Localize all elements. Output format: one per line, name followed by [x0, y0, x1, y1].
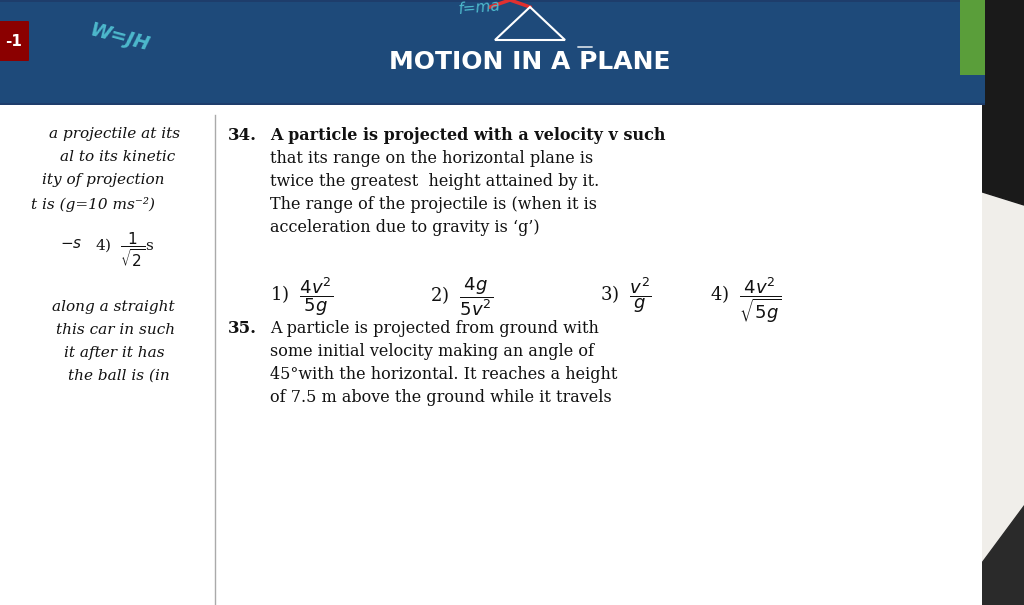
Text: 4)  $\dfrac{1}{\sqrt{2}}$s: 4) $\dfrac{1}{\sqrt{2}}$s — [95, 230, 155, 269]
Text: -1: -1 — [5, 33, 23, 48]
Text: of 7.5 m above the ground while it travels: of 7.5 m above the ground while it trave… — [270, 389, 611, 406]
FancyBboxPatch shape — [0, 33, 982, 605]
Text: 3)  $\dfrac{v^2}{g}$: 3) $\dfrac{v^2}{g}$ — [600, 275, 652, 315]
Text: A particle is projected from ground with: A particle is projected from ground with — [270, 320, 599, 337]
Polygon shape — [961, 0, 1024, 205]
Text: MOTION IN A PLANE: MOTION IN A PLANE — [389, 50, 671, 74]
Text: $-s$: $-s$ — [60, 237, 82, 251]
Text: it after it has: it after it has — [65, 346, 165, 360]
Text: 1)  $\dfrac{4v^2}{5g}$: 1) $\dfrac{4v^2}{5g}$ — [270, 275, 334, 318]
Text: along a straight: along a straight — [52, 300, 175, 314]
Bar — [961, 0, 985, 75]
Text: W=JH: W=JH — [88, 21, 153, 55]
Text: that its range on the horizontal plane is: that its range on the horizontal plane i… — [270, 150, 593, 167]
Text: 35.: 35. — [228, 320, 257, 337]
Text: some initial velocity making an angle of: some initial velocity making an angle of — [270, 343, 594, 360]
Polygon shape — [950, 505, 1024, 605]
Bar — [0, 2, 985, 103]
Text: ity of projection: ity of projection — [43, 173, 165, 187]
Text: acceleration due to gravity is ‘g’): acceleration due to gravity is ‘g’) — [270, 219, 540, 236]
Text: a projectile at its: a projectile at its — [49, 127, 180, 141]
Polygon shape — [0, 0, 30, 105]
Text: the ball is (in: the ball is (in — [69, 369, 170, 383]
Text: f=ma: f=ma — [458, 0, 502, 18]
Text: this car in such: this car in such — [56, 323, 175, 337]
Text: 34.: 34. — [228, 127, 257, 144]
Text: The range of the projectile is (when it is: The range of the projectile is (when it … — [270, 196, 597, 213]
Bar — [0, 0, 985, 105]
FancyBboxPatch shape — [0, 21, 29, 61]
Text: al to its kinetic: al to its kinetic — [59, 150, 175, 164]
Text: A particle is projected with a velocity v such: A particle is projected with a velocity … — [270, 127, 666, 144]
Text: 4)  $\dfrac{4v^2}{\sqrt{5g}}$: 4) $\dfrac{4v^2}{\sqrt{5g}}$ — [710, 275, 782, 325]
Text: t is (g=10 ms⁻²): t is (g=10 ms⁻²) — [31, 197, 155, 212]
Text: 45°with the horizontal. It reaches a height: 45°with the horizontal. It reaches a hei… — [270, 366, 617, 383]
Text: 2)  $\dfrac{4g}{5v^2}$: 2) $\dfrac{4g}{5v^2}$ — [430, 275, 494, 318]
Text: twice the greatest  height attained by it.: twice the greatest height attained by it… — [270, 173, 599, 190]
